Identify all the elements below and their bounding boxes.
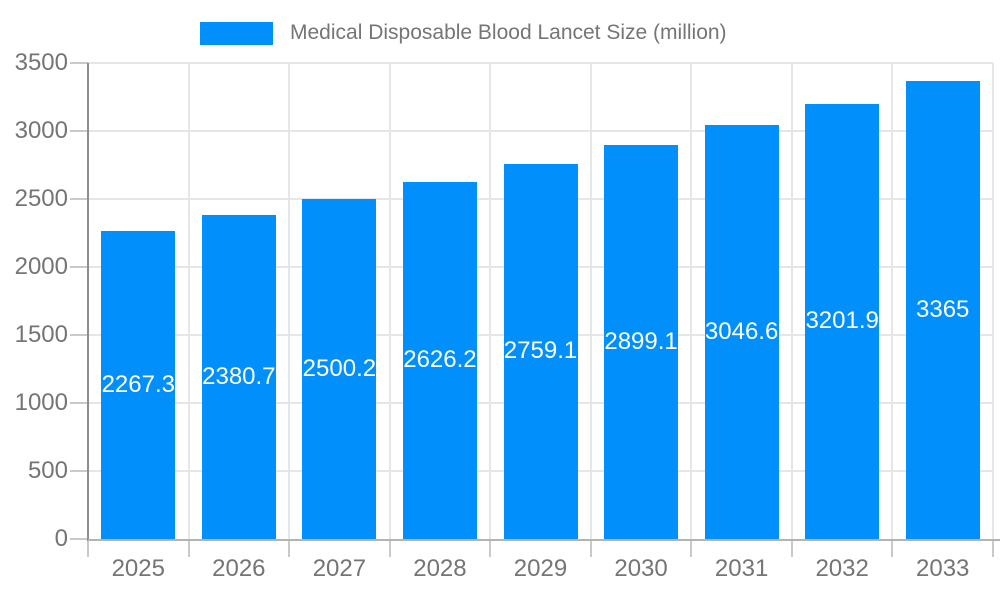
x-gridline bbox=[790, 63, 793, 539]
x-axis-line bbox=[88, 539, 1000, 541]
bar-2025: 2267.3 bbox=[101, 230, 176, 539]
bar-2026: 2380.7 bbox=[201, 215, 276, 539]
y-axis-tick bbox=[70, 470, 88, 472]
y-axis-label: 1000 bbox=[14, 389, 68, 416]
bar-value-label: 3201.9 bbox=[805, 307, 879, 335]
x-gridline bbox=[992, 63, 994, 539]
bar-value-label: 2899.1 bbox=[604, 327, 678, 355]
x-axis-label: 2032 bbox=[815, 555, 869, 582]
bar-value-label: 2759.1 bbox=[503, 337, 578, 365]
y-axis-tick bbox=[70, 62, 88, 64]
bar-2028: 2626.2 bbox=[402, 181, 477, 539]
bar-2032: 3201.9 bbox=[805, 103, 880, 539]
bar-2031: 3046.6 bbox=[704, 124, 779, 539]
chart-title: Medical Disposable Blood Lancet Size (mi… bbox=[290, 21, 727, 44]
y-gridline bbox=[88, 62, 993, 64]
y-gridline bbox=[88, 130, 993, 132]
x-axis-tick bbox=[87, 539, 89, 557]
y-axis-tick bbox=[70, 198, 88, 200]
x-gridline bbox=[489, 63, 492, 539]
bar-2029: 2759.1 bbox=[503, 163, 578, 539]
bar-value-label: 2626.2 bbox=[403, 346, 477, 374]
x-axis-tick bbox=[388, 539, 391, 557]
x-gridline bbox=[690, 63, 693, 539]
x-axis-tick bbox=[891, 539, 894, 557]
x-axis-label: 2033 bbox=[916, 555, 970, 582]
x-gridline bbox=[388, 63, 391, 539]
x-gridline bbox=[589, 63, 592, 539]
y-axis-label: 3500 bbox=[14, 49, 68, 76]
x-axis-tick bbox=[288, 539, 291, 557]
x-axis-tick bbox=[589, 539, 592, 557]
x-axis-tick bbox=[992, 539, 994, 557]
legend-swatch bbox=[200, 21, 273, 45]
chart-legend[interactable]: Medical Disposable Blood Lancet Size (mi… bbox=[200, 21, 727, 45]
bar-2027: 2500.2 bbox=[302, 198, 377, 539]
x-axis-tick bbox=[690, 539, 693, 557]
y-axis-label: 2500 bbox=[14, 185, 68, 212]
x-axis-label: 2028 bbox=[413, 555, 467, 582]
y-axis-tick bbox=[70, 402, 88, 404]
y-axis-label: 0 bbox=[54, 525, 68, 552]
x-axis-tick bbox=[187, 539, 190, 557]
y-axis-tick bbox=[70, 266, 88, 268]
y-axis-tick bbox=[70, 130, 88, 132]
bar-value-label: 3365 bbox=[916, 296, 970, 324]
y-axis-label: 3000 bbox=[14, 117, 68, 144]
x-axis-label: 2025 bbox=[111, 555, 165, 582]
x-axis-label: 2029 bbox=[513, 555, 568, 582]
bar-value-label: 2267.3 bbox=[101, 370, 175, 398]
y-axis-label: 500 bbox=[27, 457, 68, 484]
y-axis-tick bbox=[70, 538, 88, 540]
x-gridline bbox=[187, 63, 190, 539]
bar-2033: 3365 bbox=[905, 81, 980, 539]
y-axis-label: 2000 bbox=[14, 253, 68, 280]
bar-value-label: 2380.7 bbox=[202, 363, 276, 391]
y-axis-tick bbox=[70, 334, 88, 336]
bar-value-label: 2500.2 bbox=[302, 354, 377, 382]
x-axis-label: 2026 bbox=[212, 555, 266, 582]
x-axis-label: 2027 bbox=[312, 555, 367, 582]
x-gridline bbox=[288, 63, 291, 539]
x-axis-label: 2030 bbox=[614, 555, 668, 582]
y-axis-line bbox=[87, 63, 89, 541]
x-gridline bbox=[891, 63, 894, 539]
x-axis-tick bbox=[489, 539, 492, 557]
y-axis-label: 1500 bbox=[14, 321, 68, 348]
bar-value-label: 3046.6 bbox=[704, 317, 779, 345]
x-axis-label: 2031 bbox=[714, 555, 769, 582]
x-axis-tick bbox=[790, 539, 793, 557]
bar-2030: 2899.1 bbox=[604, 144, 679, 539]
